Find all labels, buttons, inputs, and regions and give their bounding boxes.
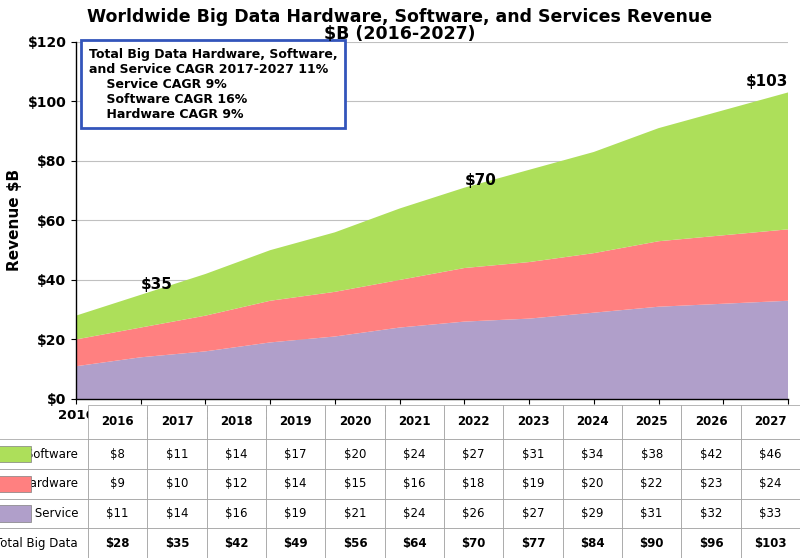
FancyBboxPatch shape [0, 446, 30, 463]
Text: $B (2016-2027): $B (2016-2027) [324, 25, 476, 43]
FancyBboxPatch shape [0, 506, 30, 522]
Text: $70: $70 [464, 172, 496, 187]
Text: Worldwide Big Data Hardware, Software, and Services Revenue: Worldwide Big Data Hardware, Software, a… [87, 8, 713, 26]
FancyBboxPatch shape [0, 476, 30, 492]
Y-axis label: Revenue $B: Revenue $B [7, 169, 22, 272]
Text: $103: $103 [746, 74, 788, 89]
Text: Total Big Data Hardware, Software,
and Service CAGR 2017-2027 11%
    Service CA: Total Big Data Hardware, Software, and S… [89, 48, 338, 121]
Text: $35: $35 [141, 277, 173, 292]
